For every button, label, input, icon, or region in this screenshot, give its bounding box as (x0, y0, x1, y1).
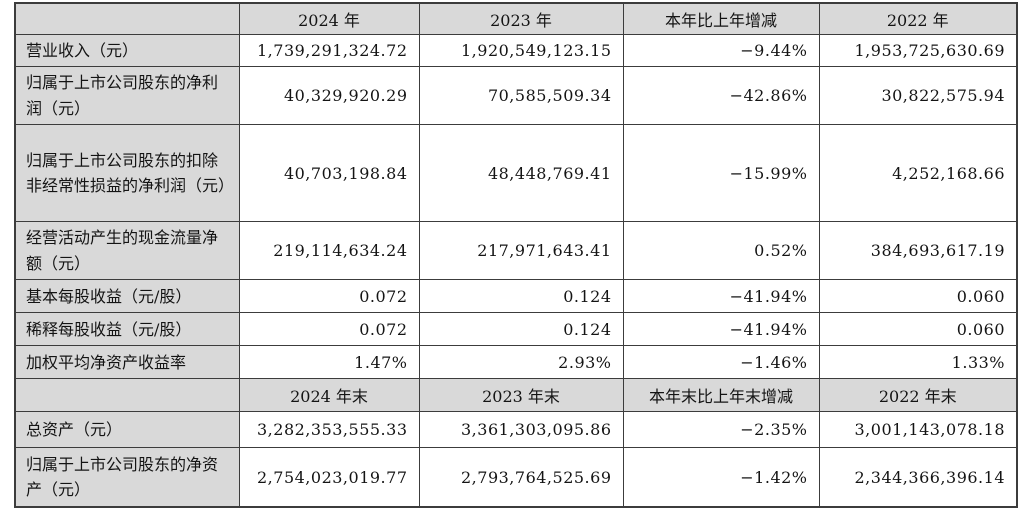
value-2024: 0.072 (238, 312, 420, 347)
table-row-basic-eps: 基本每股收益（元/股） 0.072 0.124 −41.94% 0.060 (14, 279, 1018, 314)
table-row-net-profit-excl-nonrecurring: 归属于上市公司股东的扣除非经常性损益的净利润（元） 40,703,198.84 … (14, 124, 1018, 223)
col-header-2024: 2024 年 (238, 2, 420, 35)
col-header-2023-end: 2023 年末 (418, 378, 624, 413)
value-change: −2.35% (622, 411, 820, 449)
value-2024: 0.072 (238, 279, 420, 314)
value-2023: 2,793,764,525.69 (418, 447, 624, 508)
value-2024: 1,739,291,324.72 (238, 33, 420, 68)
value-2022: 0.060 (818, 312, 1018, 347)
row-label: 归属于上市公司股东的净利润（元） (14, 66, 240, 126)
value-change: 0.52% (622, 221, 820, 281)
value-2022: 4,252,168.66 (818, 124, 1018, 223)
value-2024: 40,329,920.29 (238, 66, 420, 126)
col-header-change-end: 本年末比上年末增减 (622, 378, 820, 413)
value-change: −1.42% (622, 447, 820, 508)
value-2022: 384,693,617.19 (818, 221, 1018, 281)
row-label: 总资产（元） (14, 411, 240, 449)
value-2024: 3,282,353,555.33 (238, 411, 420, 449)
row-label: 基本每股收益（元/股） (14, 279, 240, 314)
table-row-net-profit: 归属于上市公司股东的净利润（元） 40,329,920.29 70,585,50… (14, 66, 1018, 126)
row-label: 加权平均净资产收益率 (14, 345, 240, 380)
table-row-total-assets: 总资产（元） 3,282,353,555.33 3,361,303,095.86… (14, 411, 1018, 449)
value-2023: 217,971,643.41 (418, 221, 624, 281)
value-change: −9.44% (622, 33, 820, 68)
financial-summary-table: 2024 年 2023 年 本年比上年增减 2022 年 营业收入（元） 1,7… (14, 2, 1018, 508)
value-2022: 1.33% (818, 345, 1018, 380)
row-label: 稀释每股收益（元/股） (14, 312, 240, 347)
table-row-revenue: 营业收入（元） 1,739,291,324.72 1,920,549,123.1… (14, 33, 1018, 68)
yearend-header-row: 2024 年末 2023 年末 本年末比上年末增减 2022 年末 (14, 378, 1018, 413)
value-change: −42.86% (622, 66, 820, 126)
value-2023: 0.124 (418, 279, 624, 314)
table-row-weighted-avg-roe: 加权平均净资产收益率 1.47% 2.93% −1.46% 1.33% (14, 345, 1018, 380)
value-2023: 1,920,549,123.15 (418, 33, 624, 68)
value-change: −1.46% (622, 345, 820, 380)
value-2024: 40,703,198.84 (238, 124, 420, 223)
corner-cell (14, 2, 240, 35)
annual-header-row: 2024 年 2023 年 本年比上年增减 2022 年 (14, 2, 1018, 35)
col-header-2023: 2023 年 (418, 2, 624, 35)
value-2022: 30,822,575.94 (818, 66, 1018, 126)
value-2024: 2,754,023,019.77 (238, 447, 420, 508)
value-2023: 70,585,509.34 (418, 66, 624, 126)
value-change: −41.94% (622, 312, 820, 347)
value-2022: 2,344,366,396.14 (818, 447, 1018, 508)
value-2023: 3,361,303,095.86 (418, 411, 624, 449)
col-header-2022: 2022 年 (818, 2, 1018, 35)
row-label: 经营活动产生的现金流量净额（元） (14, 221, 240, 281)
col-header-2024-end: 2024 年末 (238, 378, 420, 413)
value-2024: 1.47% (238, 345, 420, 380)
value-2022: 3,001,143,078.18 (818, 411, 1018, 449)
table-row-diluted-eps: 稀释每股收益（元/股） 0.072 0.124 −41.94% 0.060 (14, 312, 1018, 347)
financial-summary: 2024 年 2023 年 本年比上年增减 2022 年 营业收入（元） 1,7… (14, 2, 1018, 508)
row-label: 归属于上市公司股东的净资产（元） (14, 447, 240, 508)
table-row-net-assets: 归属于上市公司股东的净资产（元） 2,754,023,019.77 2,793,… (14, 447, 1018, 508)
value-2022: 0.060 (818, 279, 1018, 314)
value-2023: 0.124 (418, 312, 624, 347)
value-2023: 2.93% (418, 345, 624, 380)
value-2024: 219,114,634.24 (238, 221, 420, 281)
col-header-2022-end: 2022 年末 (818, 378, 1018, 413)
value-change: −41.94% (622, 279, 820, 314)
value-2022: 1,953,725,630.69 (818, 33, 1018, 68)
row-label: 营业收入（元） (14, 33, 240, 68)
value-2023: 48,448,769.41 (418, 124, 624, 223)
table-row-operating-cash-flow: 经营活动产生的现金流量净额（元） 219,114,634.24 217,971,… (14, 221, 1018, 281)
col-header-change: 本年比上年增减 (622, 2, 820, 35)
value-change: −15.99% (622, 124, 820, 223)
corner-cell (14, 378, 240, 413)
row-label: 归属于上市公司股东的扣除非经常性损益的净利润（元） (14, 124, 240, 223)
